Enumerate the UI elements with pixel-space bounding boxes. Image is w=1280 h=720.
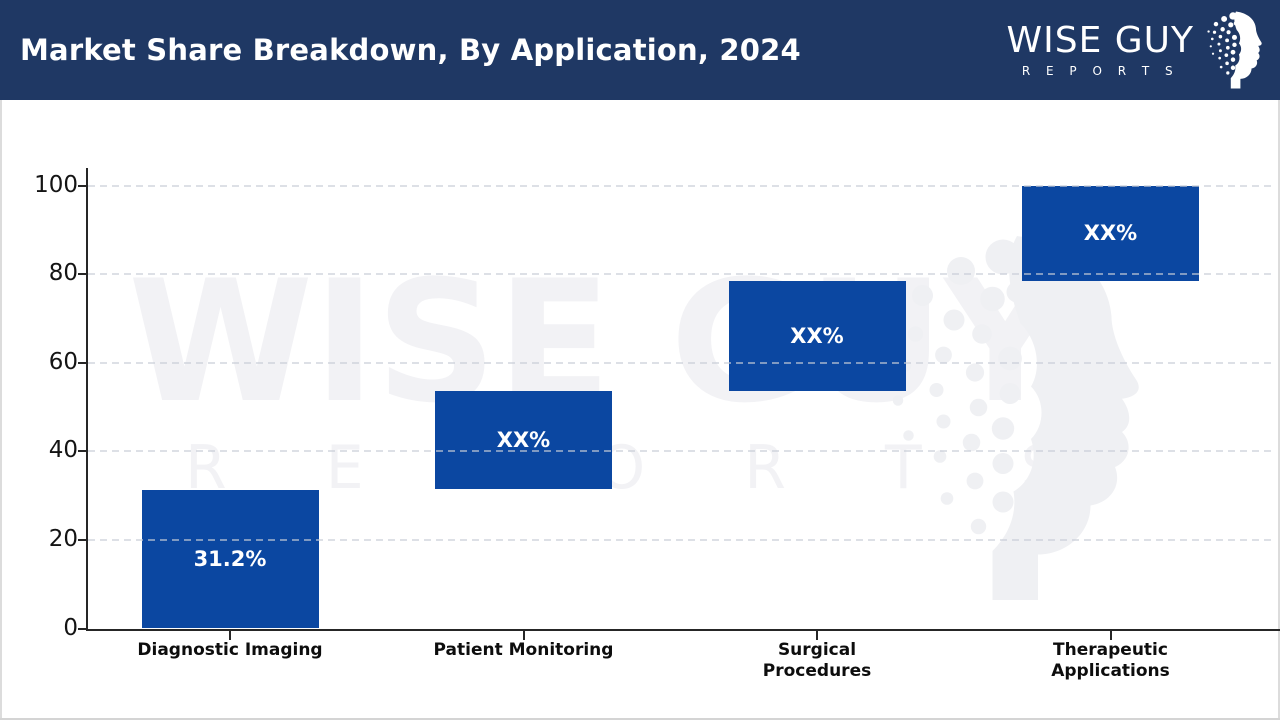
gridline-100 xyxy=(88,184,1274,187)
bar-value-label: XX% xyxy=(496,427,551,452)
watermark-face-icon xyxy=(881,236,1139,600)
y-tick-label: 100 xyxy=(34,171,78,198)
y-tick-mark xyxy=(78,538,87,541)
x-tick-mark xyxy=(522,631,525,640)
y-tick-label: 60 xyxy=(48,348,78,375)
wiseguy-logo: WISE GUY R E P O R T S xyxy=(1007,7,1271,93)
y-tick-label: 0 xyxy=(63,614,78,641)
y-tick-label: 80 xyxy=(48,260,78,287)
bar-segment: 31.2% xyxy=(141,490,319,629)
watermark-tagline: R E P O R T S xyxy=(185,433,1099,503)
bar-value-label: 31.2% xyxy=(193,547,267,572)
bar-segment: XX% xyxy=(728,281,906,392)
x-tick-mark xyxy=(229,631,231,640)
page-border-right xyxy=(1278,100,1280,720)
y-tick-label: 20 xyxy=(48,525,78,552)
y-tick-mark xyxy=(78,184,87,187)
y-axis-spine xyxy=(86,168,88,631)
logo-wordmark: WISE GUY xyxy=(1006,19,1194,61)
gridline-40 xyxy=(88,450,1274,453)
page-border-left xyxy=(0,100,2,720)
bar-segment: XX% xyxy=(1022,185,1199,282)
y-tick-mark xyxy=(78,361,87,364)
y-tick-label: 40 xyxy=(48,437,78,464)
x-category-label: Patient Monitoring xyxy=(433,640,614,660)
page-border-bottom xyxy=(0,718,1280,720)
gridline-20 xyxy=(88,538,1274,541)
gridline-80 xyxy=(88,273,1274,276)
bar-value-label: XX% xyxy=(790,324,844,349)
x-category-label: Therapeutic Applications xyxy=(1051,640,1170,681)
bar-segment: XX% xyxy=(435,391,612,489)
x-tick-mark xyxy=(1109,631,1112,640)
y-tick-mark xyxy=(78,450,87,453)
x-axis-spine xyxy=(86,629,1280,631)
x-category-label: Surgical Procedures xyxy=(762,640,872,681)
bar-value-label: XX% xyxy=(1083,221,1138,246)
wiseguy-logo-text: WISE GUY R E P O R T S xyxy=(1006,19,1195,78)
x-category-label: Diagnostic Imaging xyxy=(137,640,323,660)
gridline-60 xyxy=(88,361,1274,364)
y-tick-mark xyxy=(78,627,87,630)
y-tick-mark xyxy=(78,273,87,276)
logo-tagline: R E P O R T S xyxy=(1021,63,1179,78)
wiseguy-face-icon xyxy=(1207,11,1262,89)
header: Market Share Breakdown, By Application, … xyxy=(0,0,1280,100)
x-tick-mark xyxy=(816,631,818,640)
page-title: Market Share Breakdown, By Application, … xyxy=(20,33,801,67)
